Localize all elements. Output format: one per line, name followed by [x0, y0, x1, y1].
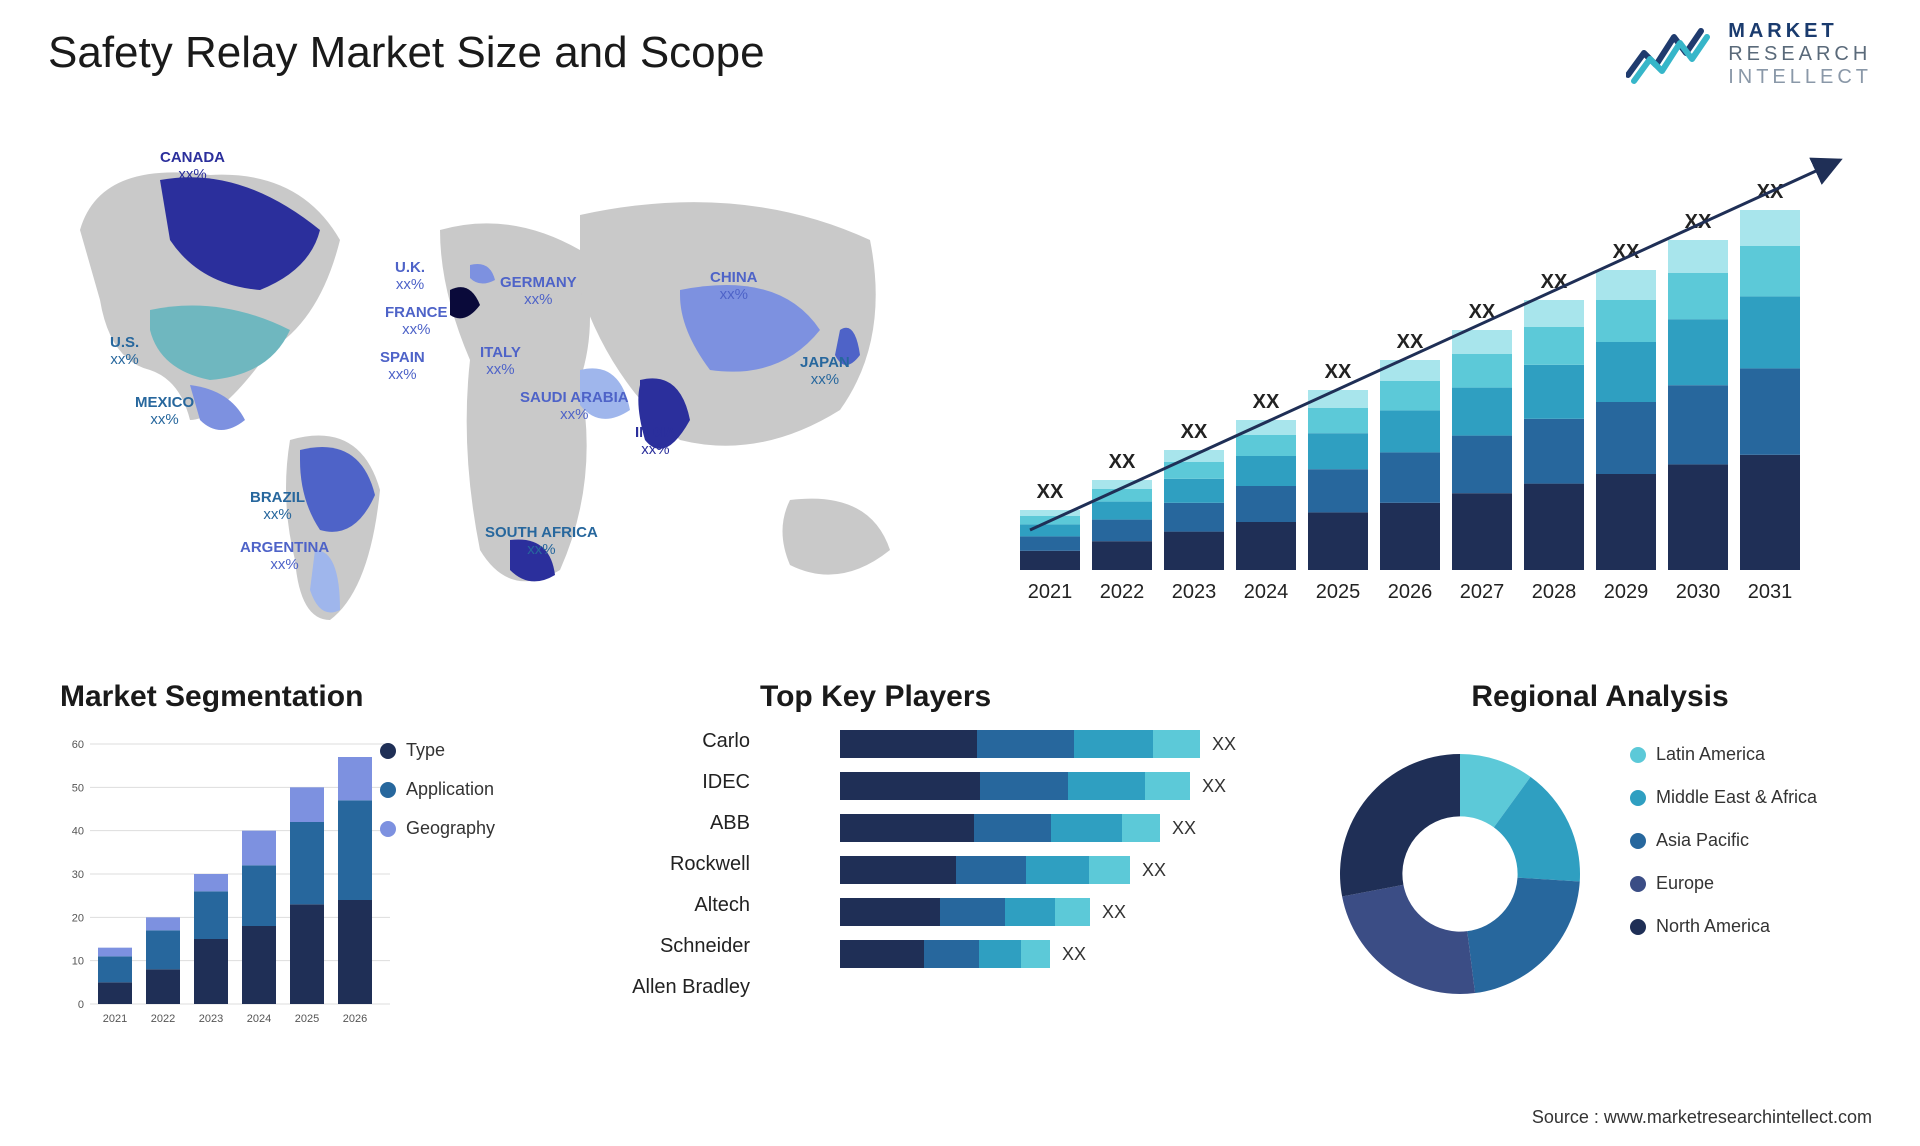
map-label-japan: JAPANxx% — [800, 355, 850, 388]
player-bar-row: XX — [840, 940, 1260, 968]
brand-logo: MARKET RESEARCH INTELLECT — [1626, 20, 1872, 89]
players-name-list: Carlo IDEC ABB Rockwell Altech Schneider Allen… — [610, 730, 750, 999]
regional-section: Regional Analysis Latin America Middle Ea… — [1320, 680, 1880, 1014]
regional-title: Regional Analysis — [1320, 680, 1880, 714]
player-bar-row: XX — [840, 814, 1260, 842]
player-name: ABB — [610, 812, 750, 835]
seg-legend-application: Application — [380, 779, 495, 800]
svg-text:60: 60 — [72, 739, 84, 751]
map-label-france: FRANCExx% — [385, 305, 448, 338]
map-label-canada: CANADAxx% — [160, 150, 225, 183]
players-title: Top Key Players — [760, 680, 1300, 714]
svg-text:2021: 2021 — [103, 1013, 127, 1025]
map-label-u.k.: U.K.xx% — [395, 260, 425, 293]
regional-donut — [1320, 734, 1600, 1014]
svg-text:2021: 2021 — [1028, 581, 1073, 603]
region-legend-north-america: North America — [1630, 916, 1817, 937]
segmentation-legend: Type Application Geography — [380, 740, 495, 839]
page-title: Safety Relay Market Size and Scope — [48, 28, 765, 78]
segmentation-section: Market Segmentation 0 10 20 30 40 50 60 2021 202… — [60, 680, 580, 1034]
segmentation-title: Market Segmentation — [60, 680, 580, 714]
svg-text:2027: 2027 — [1460, 581, 1505, 603]
player-name: Allen Bradley — [610, 976, 750, 999]
svg-text:0: 0 — [78, 999, 84, 1011]
regional-legend: Latin America Middle East & Africa Asia Pa… — [1630, 744, 1817, 937]
svg-text:XX: XX — [1181, 421, 1208, 443]
svg-text:2024: 2024 — [1244, 581, 1289, 603]
logo-text: MARKET RESEARCH INTELLECT — [1728, 20, 1872, 89]
svg-text:2025: 2025 — [1316, 581, 1361, 603]
player-name: Carlo — [610, 730, 750, 753]
map-label-argentina: ARGENTINAxx% — [240, 540, 329, 573]
map-label-south-africa: SOUTH AFRICAxx% — [485, 525, 598, 558]
main-growth-chart: XX2021XX2022XX2023XX2024XX2025XX2026XX20… — [1000, 130, 1880, 620]
svg-text:2026: 2026 — [343, 1013, 367, 1025]
svg-text:2023: 2023 — [1172, 581, 1217, 603]
players-section: Top Key Players — [760, 680, 1300, 714]
logo-icon — [1626, 23, 1716, 87]
svg-text:2030: 2030 — [1676, 581, 1721, 603]
svg-text:30: 30 — [72, 869, 84, 881]
svg-text:2024: 2024 — [247, 1013, 271, 1025]
region-legend-middle-east-africa: Middle East & Africa — [1630, 787, 1817, 808]
map-label-germany: GERMANYxx% — [500, 275, 577, 308]
svg-text:10: 10 — [72, 956, 84, 968]
svg-text:XX: XX — [1037, 481, 1064, 503]
map-label-u.s.: U.S.xx% — [110, 335, 139, 368]
players-bar-list: XX XX XX XX XX XX — [840, 730, 1260, 968]
svg-text:20: 20 — [72, 912, 84, 924]
player-bar-row: XX — [840, 730, 1260, 758]
world-map: CANADAxx% U.S.xx% MEXICOxx% BRAZILxx% ARGENT… — [40, 120, 940, 640]
svg-text:2031: 2031 — [1748, 581, 1793, 603]
svg-text:2026: 2026 — [1388, 581, 1433, 603]
map-label-saudi-arabia: SAUDI ARABIAxx% — [520, 390, 629, 423]
svg-text:40: 40 — [72, 826, 84, 838]
map-label-brazil: BRAZILxx% — [250, 490, 305, 523]
svg-text:2022: 2022 — [1100, 581, 1145, 603]
map-label-china: CHINAxx% — [710, 270, 758, 303]
svg-text:XX: XX — [1325, 361, 1352, 383]
svg-text:50: 50 — [72, 782, 84, 794]
player-bar-row: XX — [840, 772, 1260, 800]
player-name: Rockwell — [610, 853, 750, 876]
svg-text:2025: 2025 — [295, 1013, 319, 1025]
player-name: IDEC — [610, 771, 750, 794]
source-label: Source : www.marketresearchintellect.com — [1532, 1107, 1872, 1128]
player-name: Schneider — [610, 935, 750, 958]
map-label-india: INDIAxx% — [635, 425, 676, 458]
map-label-spain: SPAINxx% — [380, 350, 425, 383]
svg-text:XX: XX — [1397, 331, 1424, 353]
svg-text:2029: 2029 — [1604, 581, 1649, 603]
svg-text:XX: XX — [1109, 451, 1136, 473]
region-legend-asia-pacific: Asia Pacific — [1630, 830, 1817, 851]
map-label-mexico: MEXICOxx% — [135, 395, 194, 428]
region-legend-latin-america: Latin America — [1630, 744, 1817, 765]
svg-text:2023: 2023 — [199, 1013, 223, 1025]
svg-text:2028: 2028 — [1532, 581, 1577, 603]
seg-legend-type: Type — [380, 740, 495, 761]
map-label-italy: ITALYxx% — [480, 345, 521, 378]
seg-legend-geography: Geography — [380, 818, 495, 839]
svg-text:XX: XX — [1253, 391, 1280, 413]
player-bar-row: XX — [840, 856, 1260, 884]
svg-text:2022: 2022 — [151, 1013, 175, 1025]
player-bar-row: XX — [840, 898, 1260, 926]
player-name: Altech — [610, 894, 750, 917]
region-legend-europe: Europe — [1630, 873, 1817, 894]
